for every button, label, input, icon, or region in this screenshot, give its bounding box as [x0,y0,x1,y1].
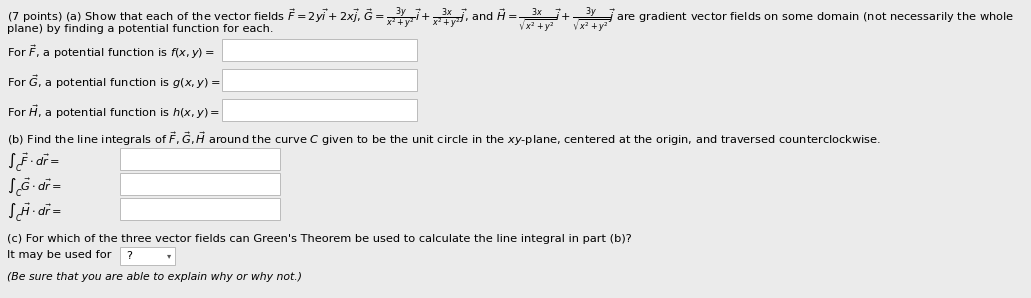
FancyBboxPatch shape [222,39,417,61]
Text: $\int_C \vec{H} \cdot d\vec{r} =$: $\int_C \vec{H} \cdot d\vec{r} =$ [7,202,62,224]
FancyBboxPatch shape [120,247,175,265]
Text: (Be sure that you are able to explain why or why not.): (Be sure that you are able to explain wh… [7,272,302,282]
Text: (7 points) (a) Show that each of the vector fields $\vec{F} = 2y\vec{i} + 2x\vec: (7 points) (a) Show that each of the vec… [7,6,1015,36]
FancyBboxPatch shape [120,173,280,195]
Text: $\int_C \vec{F} \cdot d\vec{r} =$: $\int_C \vec{F} \cdot d\vec{r} =$ [7,152,60,174]
Text: For $\vec{G}$, a potential function is $g(x, y) =$: For $\vec{G}$, a potential function is $… [7,73,221,91]
FancyBboxPatch shape [222,99,417,121]
Text: ?: ? [126,251,132,261]
Text: plane) by finding a potential function for each.: plane) by finding a potential function f… [7,24,273,34]
Text: (c) For which of the three vector fields can Green's Theorem be used to calculat: (c) For which of the three vector fields… [7,234,632,244]
Text: It may be used for: It may be used for [7,250,111,260]
Text: For $\vec{H}$, a potential function is $h(x, y) =$: For $\vec{H}$, a potential function is $… [7,103,220,121]
Text: ▾: ▾ [167,252,171,260]
Text: $\int_C \vec{G} \cdot d\vec{r} =$: $\int_C \vec{G} \cdot d\vec{r} =$ [7,177,62,199]
FancyBboxPatch shape [120,148,280,170]
Text: (b) Find the line integrals of $\vec{F}, \vec{G}, \vec{H}$ around the curve $C$ : (b) Find the line integrals of $\vec{F},… [7,130,882,148]
FancyBboxPatch shape [222,69,417,91]
FancyBboxPatch shape [120,198,280,220]
Text: For $\vec{F}$, a potential function is $f(x, y) =$: For $\vec{F}$, a potential function is $… [7,43,214,61]
